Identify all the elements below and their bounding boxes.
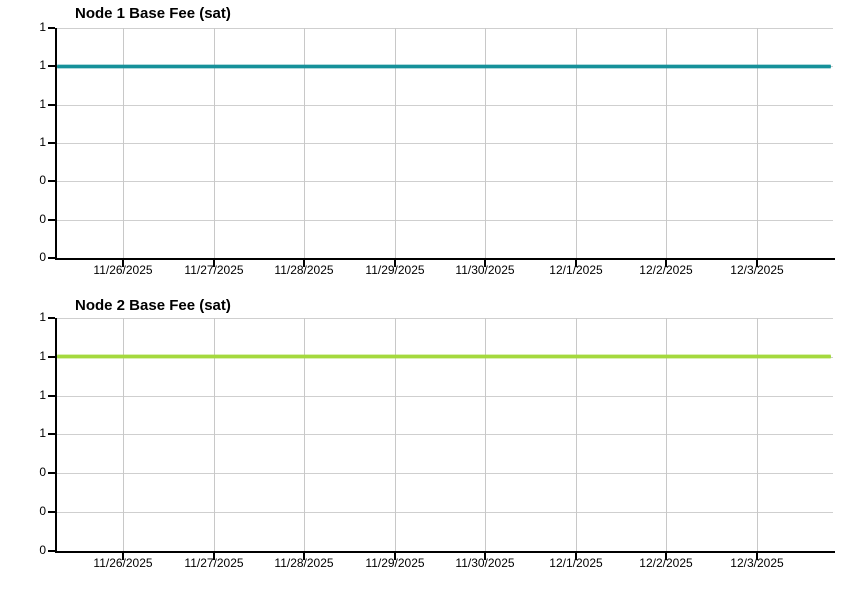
y-tick-label: 1 (39, 388, 46, 402)
y-tick-mark (48, 219, 55, 221)
gridline-horizontal (57, 105, 833, 106)
x-tick-mark (756, 553, 758, 560)
y-tick-label: 0 (39, 250, 46, 264)
x-tick-mark (122, 260, 124, 267)
gridline-vertical (123, 318, 124, 551)
y-tick-label: 0 (39, 212, 46, 226)
x-tick-label: 11/26/2025 (93, 556, 153, 570)
y-tick-mark (48, 511, 55, 513)
x-tick-label: 12/3/2025 (730, 263, 784, 277)
y-tick-mark (48, 550, 55, 552)
x-tick-mark (394, 553, 396, 560)
gridline-vertical (757, 28, 758, 258)
x-axis-line (55, 551, 835, 553)
y-tick-mark (48, 317, 55, 319)
gridline-horizontal (57, 143, 833, 144)
y-tick-label: 0 (39, 173, 46, 187)
y-tick-label: 1 (39, 310, 46, 324)
x-tick-mark (484, 553, 486, 560)
gridline-vertical (214, 28, 215, 258)
y-tick-mark (48, 472, 55, 474)
x-tick-mark (484, 260, 486, 267)
gridline-vertical (576, 28, 577, 258)
gridline-vertical (485, 28, 486, 258)
gridline-horizontal (57, 318, 833, 319)
gridline-vertical (123, 28, 124, 258)
gridline-horizontal (57, 181, 833, 182)
x-tick-label: 11/27/2025 (184, 263, 244, 277)
gridline-vertical (666, 28, 667, 258)
x-tick-mark (303, 260, 305, 267)
gridline-vertical (304, 28, 305, 258)
x-tick-mark (213, 553, 215, 560)
x-tick-mark (394, 260, 396, 267)
x-tick-label: 12/1/2025 (549, 263, 603, 277)
x-tick-mark (665, 260, 667, 267)
x-tick-label: 12/3/2025 (730, 556, 784, 570)
gridline-vertical (485, 318, 486, 551)
gridline-vertical (395, 318, 396, 551)
x-tick-label: 11/30/2025 (455, 556, 515, 570)
y-tick-mark (48, 257, 55, 259)
x-tick-mark (213, 260, 215, 267)
x-tick-label: 12/2/2025 (639, 263, 693, 277)
y-tick-mark (48, 27, 55, 29)
x-tick-label: 11/28/2025 (274, 556, 334, 570)
x-tick-mark (756, 260, 758, 267)
x-tick-label: 11/30/2025 (455, 263, 515, 277)
x-tick-label: 12/2/2025 (639, 556, 693, 570)
y-tick-mark (48, 356, 55, 358)
gridline-vertical (757, 318, 758, 551)
gridline-vertical (304, 318, 305, 551)
chart1-title: Node 1 Base Fee (sat) (75, 5, 231, 22)
y-tick-mark (48, 433, 55, 435)
gridline-vertical (395, 28, 396, 258)
y-tick-mark (48, 142, 55, 144)
gridline-vertical (576, 318, 577, 551)
gridline-horizontal (57, 473, 833, 474)
gridline-horizontal (57, 434, 833, 435)
gridline-horizontal (57, 512, 833, 513)
y-tick-label: 0 (39, 504, 46, 518)
x-tick-label: 11/26/2025 (93, 263, 153, 277)
x-tick-label: 11/29/2025 (365, 556, 425, 570)
y-axis-line (55, 28, 57, 260)
gridline-vertical (214, 318, 215, 551)
y-tick-mark (48, 180, 55, 182)
gridline-horizontal (57, 28, 833, 29)
gridline-vertical (666, 318, 667, 551)
x-tick-mark (122, 553, 124, 560)
series-line-node1-base-fee (57, 65, 831, 68)
y-tick-label: 1 (39, 135, 46, 149)
y-tick-mark (48, 65, 55, 67)
y-tick-mark (48, 395, 55, 397)
y-tick-label: 1 (39, 58, 46, 72)
x-tick-label: 11/29/2025 (365, 263, 425, 277)
x-axis-line (55, 258, 835, 260)
chart2-title: Node 2 Base Fee (sat) (75, 297, 231, 314)
x-tick-label: 12/1/2025 (549, 556, 603, 570)
y-tick-label: 1 (39, 20, 46, 34)
y-tick-label: 1 (39, 426, 46, 440)
x-tick-mark (575, 260, 577, 267)
x-tick-label: 11/27/2025 (184, 556, 244, 570)
series-line-node2-base-fee (57, 355, 831, 358)
y-tick-label: 1 (39, 349, 46, 363)
x-tick-label: 11/28/2025 (274, 263, 334, 277)
y-axis-line (55, 318, 57, 553)
x-tick-mark (575, 553, 577, 560)
y-tick-label: 1 (39, 97, 46, 111)
x-tick-mark (665, 553, 667, 560)
x-tick-mark (303, 553, 305, 560)
y-tick-label: 0 (39, 543, 46, 557)
y-tick-label: 0 (39, 465, 46, 479)
y-tick-mark (48, 104, 55, 106)
gridline-horizontal (57, 220, 833, 221)
gridline-horizontal (57, 396, 833, 397)
